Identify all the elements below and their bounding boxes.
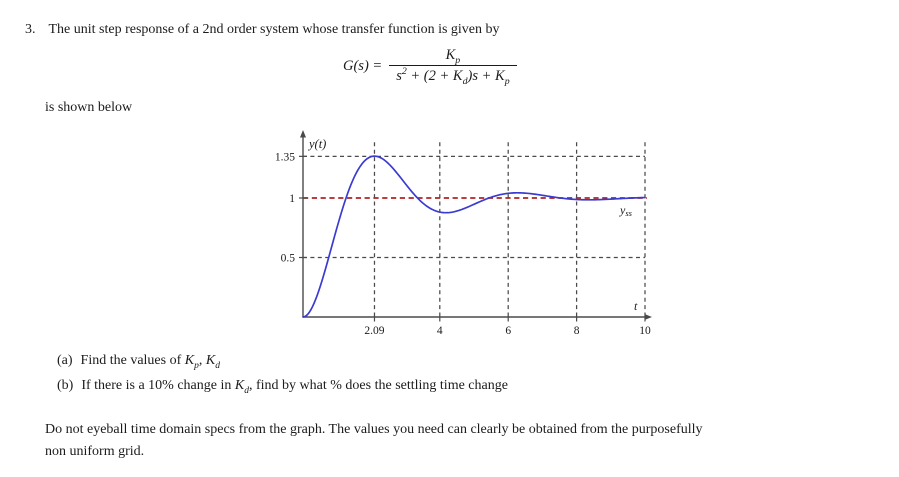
question-a-k2: K <box>205 353 216 368</box>
problem-statement: 3. The unit step response of a 2nd order … <box>25 22 500 38</box>
y-tick-label: 1.35 <box>275 151 295 163</box>
response-curve <box>302 155 646 318</box>
step-response-chart: 0.5 1 1.35 2.09 4 6 8 10 y(t) t yss <box>270 126 665 341</box>
x-axis-label: t <box>634 299 638 313</box>
formula-numerator: Kp <box>442 47 465 65</box>
formula-fraction: Kp s2 + (2 + Kd)s + Kp <box>389 47 517 87</box>
y-axis-label: y(t) <box>307 137 326 151</box>
formula-den-mid: + (2 + K <box>406 68 463 84</box>
question-b-post: , find by what % does the settling time … <box>249 378 508 393</box>
question-a-text: Find the values of <box>80 353 185 368</box>
question-b-pre: If there is a 10% change in <box>81 378 235 393</box>
formula-denominator: s2 + (2 + Kd)s + Kp <box>389 65 517 87</box>
chart-svg: 0.5 1 1.35 2.09 4 6 8 10 y(t) t yss <box>275 130 652 337</box>
x-tick-label: 10 <box>639 325 651 337</box>
x-tick-label: 8 <box>574 325 580 337</box>
steady-state-label: yss <box>619 203 633 218</box>
formula-den-sub1: d <box>462 75 468 87</box>
note-line-2: non uniform grid. <box>45 444 145 459</box>
transfer-function-formula: G(s) = Kp s2 + (2 + Kd)s + Kp <box>343 47 517 87</box>
y-axis-arrow <box>300 130 306 138</box>
x-tick-label: 6 <box>505 325 511 337</box>
question-a-label: (a) <box>57 353 73 368</box>
question-b-k: K <box>234 378 245 393</box>
question-a-k2-sub: d <box>215 360 220 371</box>
shown-below-text: is shown below <box>45 100 133 115</box>
instruction-note: Do not eyeball time domain specs from th… <box>45 419 885 463</box>
formula-den-sub2: p <box>504 75 510 87</box>
question-b: (b) If there is a 10% change in Kd, find … <box>57 378 508 396</box>
x-axis-arrow <box>644 314 652 320</box>
question-a-k1: K <box>184 353 195 368</box>
formula-num-base: K <box>445 47 456 63</box>
formula-num-sub: p <box>455 54 461 66</box>
question-a-sep: , <box>198 353 206 368</box>
formula-den-exp: 2 <box>401 66 407 78</box>
x-tick-label: 4 <box>437 325 443 337</box>
formula-lhs: G(s) = <box>343 57 383 74</box>
question-b-label: (b) <box>57 378 74 393</box>
question-a: (a) Find the values of Kp, Kd <box>57 353 220 371</box>
formula-den-tail: )s + K <box>467 68 505 84</box>
question-a-k1-sub: p <box>194 360 199 371</box>
problem-text: The unit step response of a 2nd order sy… <box>48 22 500 37</box>
problem-number: 3. <box>25 22 36 37</box>
y-tick-label: 1 <box>289 193 295 205</box>
formula-den-s: s <box>396 68 402 84</box>
y-tick-label: 0.5 <box>281 253 296 265</box>
note-line-1: Do not eyeball time domain specs from th… <box>45 422 703 437</box>
question-b-k-sub: d <box>244 385 249 396</box>
x-tick-label: 2.09 <box>364 325 384 337</box>
